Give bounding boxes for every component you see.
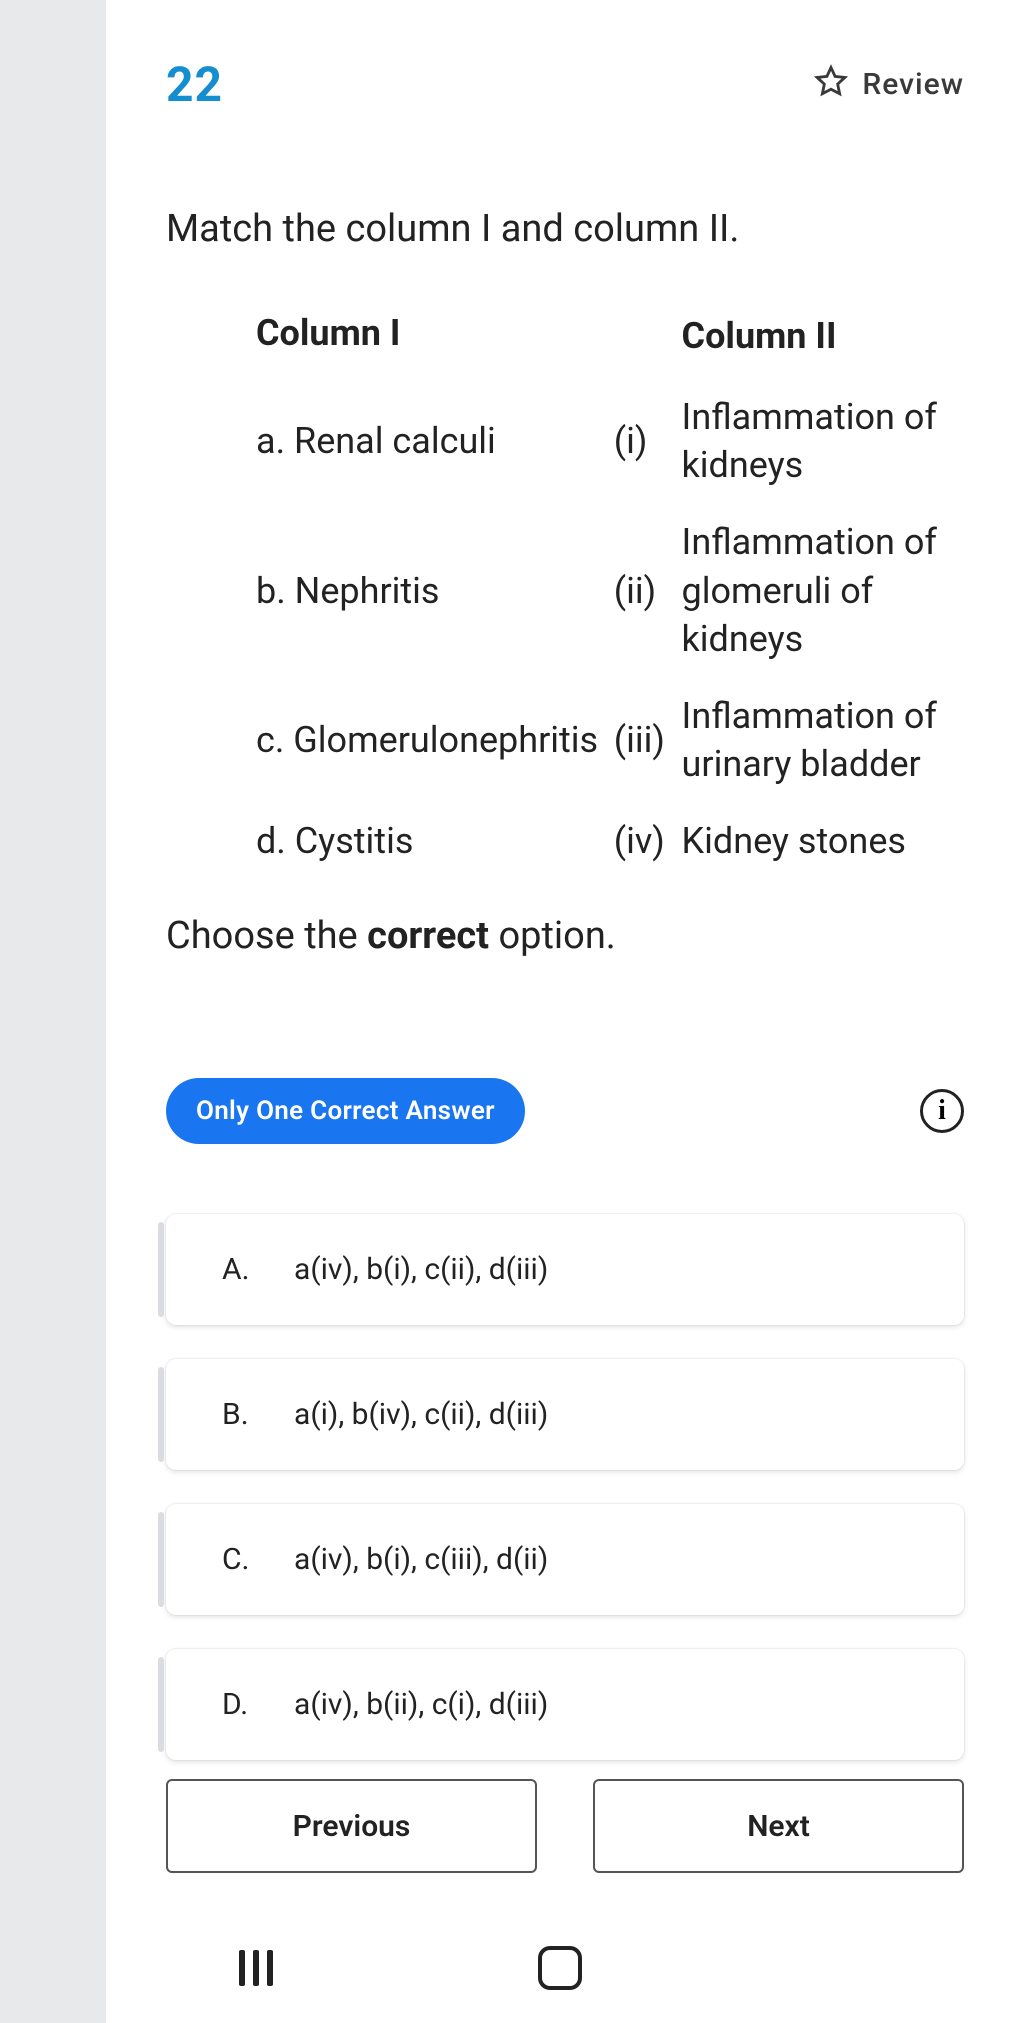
match-row: c. Glomerulonephritis (iii) Inflammation… [256,692,964,789]
match-row: d. Cystitis (iv) Kidney stones [256,817,964,866]
option-letter: D. [222,1687,294,1722]
choose-line: Choose the correct option. [166,914,964,958]
option-text: a(iv), b(i), c(ii), d(iii) [294,1252,548,1287]
column-num-header [614,312,682,361]
col2-cell: Inflammation of kidneys [682,393,964,490]
header-row: 22 Review [166,56,964,113]
previous-button[interactable]: Previous [166,1779,537,1873]
column1-header: Column I [256,312,614,361]
option-text: a(iv), b(i), c(iii), d(ii) [294,1542,548,1577]
review-button[interactable]: Review [814,64,964,106]
match-table: Column I Column II a. Renal calculi (i) … [256,312,964,865]
option-text: a(iv), b(ii), c(i), d(iii) [294,1687,548,1722]
question-card: 22 Review Match the column I and column … [106,0,1024,2023]
page-root: 22 Review Match the column I and column … [0,0,1024,2023]
col1-cell: a. Renal calculi [256,420,614,462]
col-num-cell: (iv) [614,820,682,862]
review-label: Review [862,67,964,102]
option-c[interactable]: C. a(iv), b(i), c(iii), d(ii) [166,1504,964,1615]
col1-cell: c. Glomerulonephritis [256,719,614,761]
info-icon[interactable]: i [920,1089,964,1133]
choose-bold: correct [367,914,489,958]
match-table-header: Column I Column II [256,312,964,361]
col-num-cell: (iii) [614,719,682,761]
home-button[interactable] [538,1946,582,1990]
options-list: A. a(iv), b(i), c(ii), d(iii) B. a(i), b… [166,1214,964,1760]
choose-prefix: Choose the [166,914,367,958]
question-prompt: Match the column I and column II. [166,203,964,256]
star-icon [814,64,848,106]
android-nav-bar [106,1913,1024,2023]
col1-cell: b. Nephritis [256,570,614,612]
choose-suffix: option. [489,914,616,958]
question-number: 22 [166,56,223,113]
option-a[interactable]: A. a(iv), b(i), c(ii), d(iii) [166,1214,964,1325]
option-letter: C. [222,1542,294,1577]
option-text: a(i), b(iv), c(ii), d(iii) [294,1397,548,1432]
answer-type-badge: Only One Correct Answer [166,1078,525,1144]
badge-row: Only One Correct Answer i [166,1078,964,1144]
option-letter: A. [222,1252,294,1287]
option-letter: B. [222,1397,294,1432]
match-row: b. Nephritis (ii) Inflammation of glomer… [256,518,964,664]
col2-cell: Kidney stones [682,817,964,866]
col-num-cell: (i) [614,420,682,462]
col-num-cell: (ii) [614,570,682,612]
nav-row: Previous Next [166,1779,964,1873]
col2-cell: Inflammation of urinary bladder [682,692,964,789]
option-d[interactable]: D. a(iv), b(ii), c(i), d(iii) [166,1649,964,1760]
col2-cell: Inflammation of glomeruli of kidneys [682,518,964,664]
match-row: a. Renal calculi (i) Inflammation of kid… [256,393,964,490]
col1-cell: d. Cystitis [256,820,614,862]
next-button[interactable]: Next [593,1779,964,1873]
column2-header: Column II [682,312,964,361]
recent-apps-button[interactable] [239,1950,273,1986]
option-b[interactable]: B. a(i), b(iv), c(ii), d(iii) [166,1359,964,1470]
